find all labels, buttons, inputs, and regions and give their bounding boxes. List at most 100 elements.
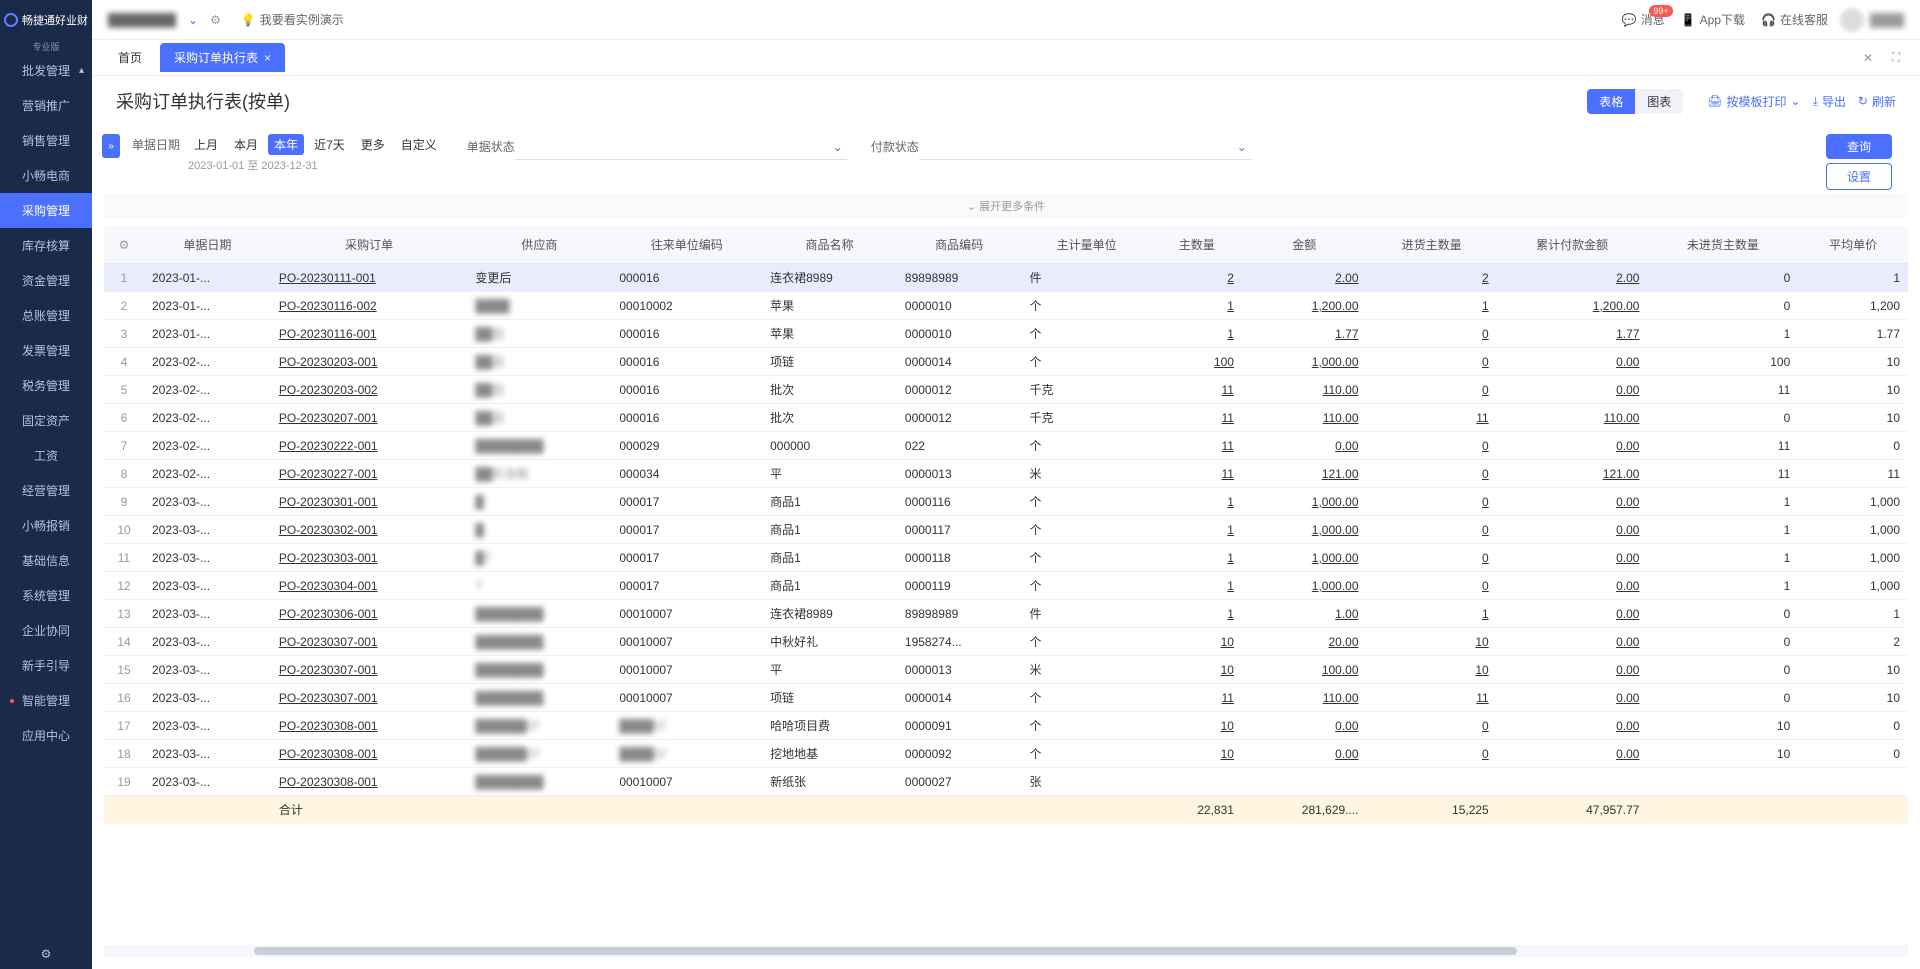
value-link[interactable]: 0.00 <box>1616 607 1639 621</box>
service-button[interactable]: 🎧 在线客服 <box>1761 11 1828 28</box>
table-cell[interactable]: 0.00 <box>1497 600 1648 628</box>
value-link[interactable]: 1,000.00 <box>1312 579 1359 593</box>
po-link[interactable]: PO-20230304-001 <box>279 579 378 593</box>
value-link[interactable]: 1.77 <box>1616 327 1639 341</box>
value-link[interactable]: 0.00 <box>1616 355 1639 369</box>
value-link[interactable]: 0 <box>1482 383 1489 397</box>
value-link[interactable]: 0.00 <box>1616 495 1639 509</box>
sidebar-item-13[interactable]: 小畅报销 <box>0 508 92 543</box>
value-link[interactable]: 10 <box>1475 663 1488 677</box>
table-cell[interactable]: 0 <box>1367 572 1497 600</box>
settings-gear[interactable]: ⚙ <box>0 939 92 969</box>
table-cell[interactable]: 0.00 <box>1497 516 1648 544</box>
table-cell[interactable]: 10 <box>1367 628 1497 656</box>
value-link[interactable]: 0.00 <box>1335 719 1358 733</box>
value-link[interactable]: 1,000.00 <box>1312 495 1359 509</box>
column-header-2[interactable]: 采购订单 <box>271 226 468 264</box>
table-cell[interactable]: 0.00 <box>1497 572 1648 600</box>
date-chip-0[interactable]: 上月 <box>188 134 224 155</box>
table-cell[interactable]: 1 <box>1152 292 1242 320</box>
value-link[interactable]: 110.00 <box>1323 411 1359 425</box>
column-header-7[interactable]: 主计量单位 <box>1021 226 1151 264</box>
table-cell[interactable]: 1,200.00 <box>1242 292 1367 320</box>
column-header-3[interactable]: 供应商 <box>467 226 611 264</box>
table-cell[interactable]: 1 <box>1367 292 1497 320</box>
table-cell[interactable]: PO-20230307-001 <box>271 656 468 684</box>
collapse-filter-handle[interactable]: » <box>102 134 120 158</box>
value-link[interactable]: 11 <box>1221 411 1233 425</box>
value-link[interactable]: 0 <box>1482 495 1489 509</box>
table-row[interactable]: 72023-02-...PO-20230222-001████████00002… <box>104 432 1908 460</box>
tab-current[interactable]: 采购订单执行表 × <box>160 43 285 72</box>
value-link[interactable]: 110.00 <box>1323 383 1359 397</box>
table-cell[interactable]: 1.77 <box>1497 320 1648 348</box>
table-cell[interactable]: PO-20230222-001 <box>271 432 468 460</box>
table-cell[interactable]: 110.00 <box>1497 404 1648 432</box>
table-cell[interactable]: PO-20230308-001 <box>271 768 468 796</box>
table-cell[interactable]: 1 <box>1152 544 1242 572</box>
po-link[interactable]: PO-20230111-001 <box>279 271 376 285</box>
sidebar-item-0[interactable]: 批发管理▴ <box>0 53 92 88</box>
column-header-11[interactable]: 累计付款金额 <box>1497 226 1648 264</box>
value-link[interactable]: 0 <box>1482 355 1489 369</box>
table-row[interactable]: 32023-01-...PO-20230116-001██后000016苹果00… <box>104 320 1908 348</box>
tab-home[interactable]: 首页 <box>104 43 156 72</box>
table-cell[interactable]: 0 <box>1367 320 1497 348</box>
po-link[interactable]: PO-20230306-001 <box>279 607 378 621</box>
table-cell[interactable]: 10 <box>1152 656 1242 684</box>
sidebar-item-4[interactable]: 采购管理 <box>0 193 92 228</box>
table-cell[interactable]: 1 <box>1152 600 1242 628</box>
scrollbar-thumb[interactable] <box>254 947 1517 955</box>
table-cell[interactable]: PO-20230306-001 <box>271 600 468 628</box>
table-cell[interactable]: 10 <box>1152 628 1242 656</box>
column-header-8[interactable]: 主数量 <box>1152 226 1242 264</box>
value-link[interactable]: 10 <box>1475 635 1488 649</box>
table-cell[interactable]: PO-20230307-001 <box>271 628 468 656</box>
table-row[interactable]: 182023-03-...PO-20230308-001██████07████… <box>104 740 1908 768</box>
value-link[interactable]: 0.00 <box>1335 439 1358 453</box>
po-link[interactable]: PO-20230116-002 <box>279 299 377 313</box>
po-link[interactable]: PO-20230203-001 <box>279 355 378 369</box>
app-download-button[interactable]: 📱 App下载 <box>1681 11 1745 28</box>
table-cell[interactable]: PO-20230303-001 <box>271 544 468 572</box>
table-row[interactable]: 152023-03-...PO-20230307-001████████0001… <box>104 656 1908 684</box>
value-link[interactable]: 100.00 <box>1322 663 1359 677</box>
date-chip-1[interactable]: 本月 <box>228 134 264 155</box>
fullscreen-toggle[interactable]: ⛶ <box>1884 46 1908 70</box>
column-header-13[interactable]: 平均单价 <box>1798 226 1908 264</box>
po-link[interactable]: PO-20230307-001 <box>279 691 378 705</box>
table-row[interactable]: 192023-03-...PO-20230308-001████████0001… <box>104 768 1908 796</box>
column-header-10[interactable]: 进货主数量 <box>1367 226 1497 264</box>
po-link[interactable]: PO-20230301-001 <box>279 495 378 509</box>
table-cell[interactable]: 0.00 <box>1242 740 1367 768</box>
sidebar-item-15[interactable]: 系统管理 <box>0 578 92 613</box>
sidebar-item-7[interactable]: 总账管理 <box>0 298 92 333</box>
value-link[interactable]: 2.00 <box>1616 271 1639 285</box>
table-cell[interactable]: 121.00 <box>1242 460 1367 488</box>
table-cell[interactable]: 0 <box>1367 740 1497 768</box>
value-link[interactable]: 0 <box>1482 719 1489 733</box>
table-cell[interactable]: 11 <box>1152 376 1242 404</box>
table-row[interactable]: 62023-02-...PO-20230207-001██后000016批次00… <box>104 404 1908 432</box>
table-cell[interactable]: 0.00 <box>1242 712 1367 740</box>
value-link[interactable]: 10 <box>1221 663 1234 677</box>
value-link[interactable]: 11 <box>1476 411 1488 425</box>
table-cell[interactable]: 1,000.00 <box>1242 488 1367 516</box>
demo-link[interactable]: 💡 我要看实例演示 <box>241 11 344 28</box>
table-cell[interactable]: PO-20230111-001 <box>271 264 468 292</box>
table-row[interactable]: 142023-03-...PO-20230307-001████████0001… <box>104 628 1908 656</box>
table-row[interactable]: 172023-03-...PO-20230308-001██████07████… <box>104 712 1908 740</box>
sidebar-item-14[interactable]: 基础信息 <box>0 543 92 578</box>
table-row[interactable]: 132023-03-...PO-20230306-001████████0001… <box>104 600 1908 628</box>
avatar[interactable] <box>1840 8 1864 32</box>
value-link[interactable]: 11 <box>1476 691 1488 705</box>
gear-icon[interactable]: ⚙ <box>210 13 221 27</box>
column-header-4[interactable]: 往来单位编码 <box>611 226 762 264</box>
table-cell[interactable]: 0 <box>1367 376 1497 404</box>
table-cell[interactable] <box>1367 768 1497 796</box>
po-link[interactable]: PO-20230116-001 <box>279 327 377 341</box>
table-row[interactable]: 22023-01-...PO-20230116-002████00010002苹… <box>104 292 1908 320</box>
sidebar-item-17[interactable]: 新手引导 <box>0 648 92 683</box>
po-link[interactable]: PO-20230227-001 <box>279 467 378 481</box>
table-cell[interactable]: 0 <box>1367 712 1497 740</box>
